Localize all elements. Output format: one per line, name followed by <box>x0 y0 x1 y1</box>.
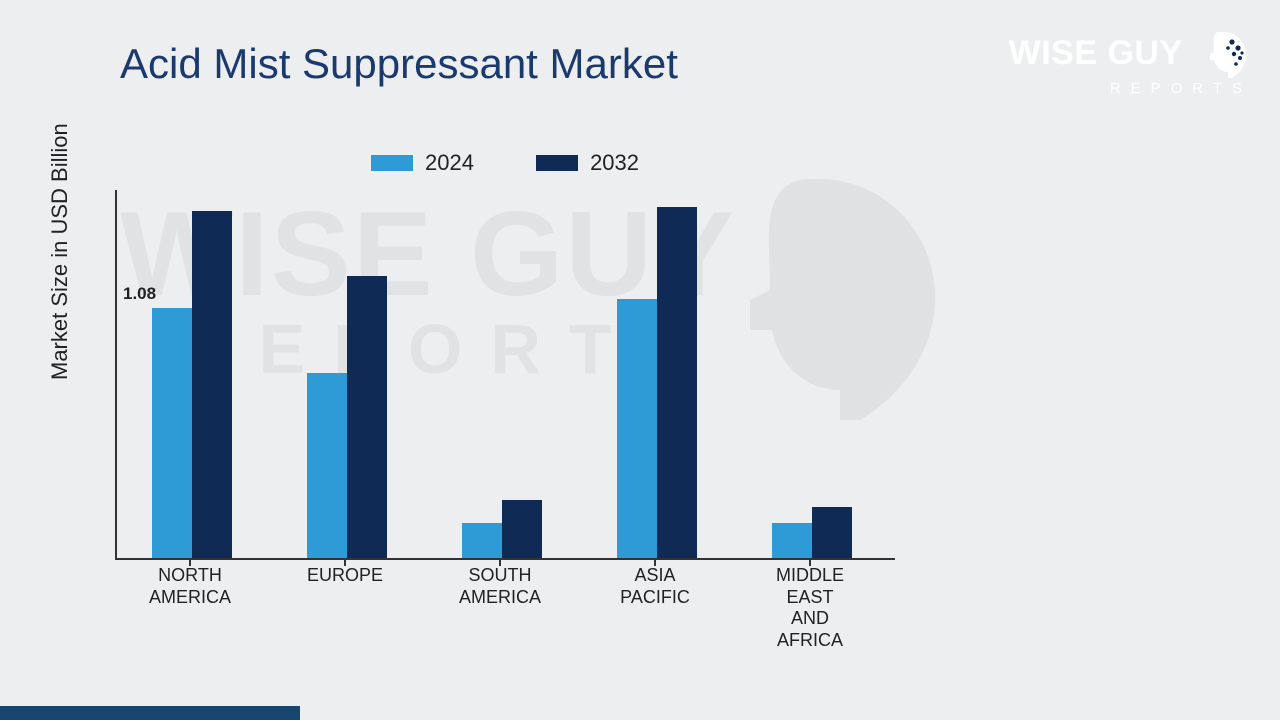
legend-swatch-2024 <box>371 155 413 171</box>
bar-chart: 2024 2032 Market Size in USD Billion 1.0… <box>95 150 915 670</box>
bottom-accent-bar <box>0 706 300 720</box>
bar-2032 <box>657 207 697 559</box>
x-axis-category-label: ASIAPACIFIC <box>585 565 725 608</box>
bar-2024 <box>462 523 502 558</box>
brain-head-icon <box>1198 28 1252 82</box>
bar-2032 <box>812 507 852 558</box>
brand-line1: WISE GUY <box>1009 34 1182 72</box>
bar-2024 <box>617 299 657 558</box>
bar-group <box>602 207 712 559</box>
bar-group <box>757 507 867 558</box>
right-panel <box>960 0 1280 720</box>
legend-label-2032: 2032 <box>590 150 639 176</box>
bar-group <box>447 500 557 558</box>
plot-area: 1.08 <box>115 190 895 560</box>
x-axis-category-label: SOUTHAMERICA <box>430 565 570 608</box>
chart-title: Acid Mist Suppressant Market <box>120 40 678 88</box>
bar-2024 <box>307 373 347 558</box>
bar-2032 <box>502 500 542 558</box>
bar-group <box>292 276 402 558</box>
brand-line2: REPORTS <box>1009 80 1252 97</box>
legend-swatch-2032 <box>536 155 578 171</box>
chart-legend: 2024 2032 <box>95 150 915 177</box>
bar-2032 <box>347 276 387 558</box>
legend-item-2032: 2032 <box>536 150 639 176</box>
legend-item-2024: 2024 <box>371 150 474 176</box>
bar-2024 <box>152 308 192 558</box>
legend-label-2024: 2024 <box>425 150 474 176</box>
x-axis-category-label: EUROPE <box>275 565 415 587</box>
x-axis-category-label: MIDDLEEASTANDAFRICA <box>740 565 880 651</box>
infographic-canvas: WISE GUY REPORTS Acid Mist Suppressant M… <box>0 0 1280 720</box>
x-axis-category-label: NORTHAMERICA <box>120 565 260 608</box>
brand-logo: WISE GUY REPORTS <box>1009 28 1252 97</box>
bar-2024 <box>772 523 812 558</box>
y-axis-label: Market Size in USD Billion <box>47 123 73 380</box>
bar-2032 <box>192 211 232 558</box>
bar-value-label: 1.08 <box>123 284 156 304</box>
bar-group <box>137 211 247 558</box>
